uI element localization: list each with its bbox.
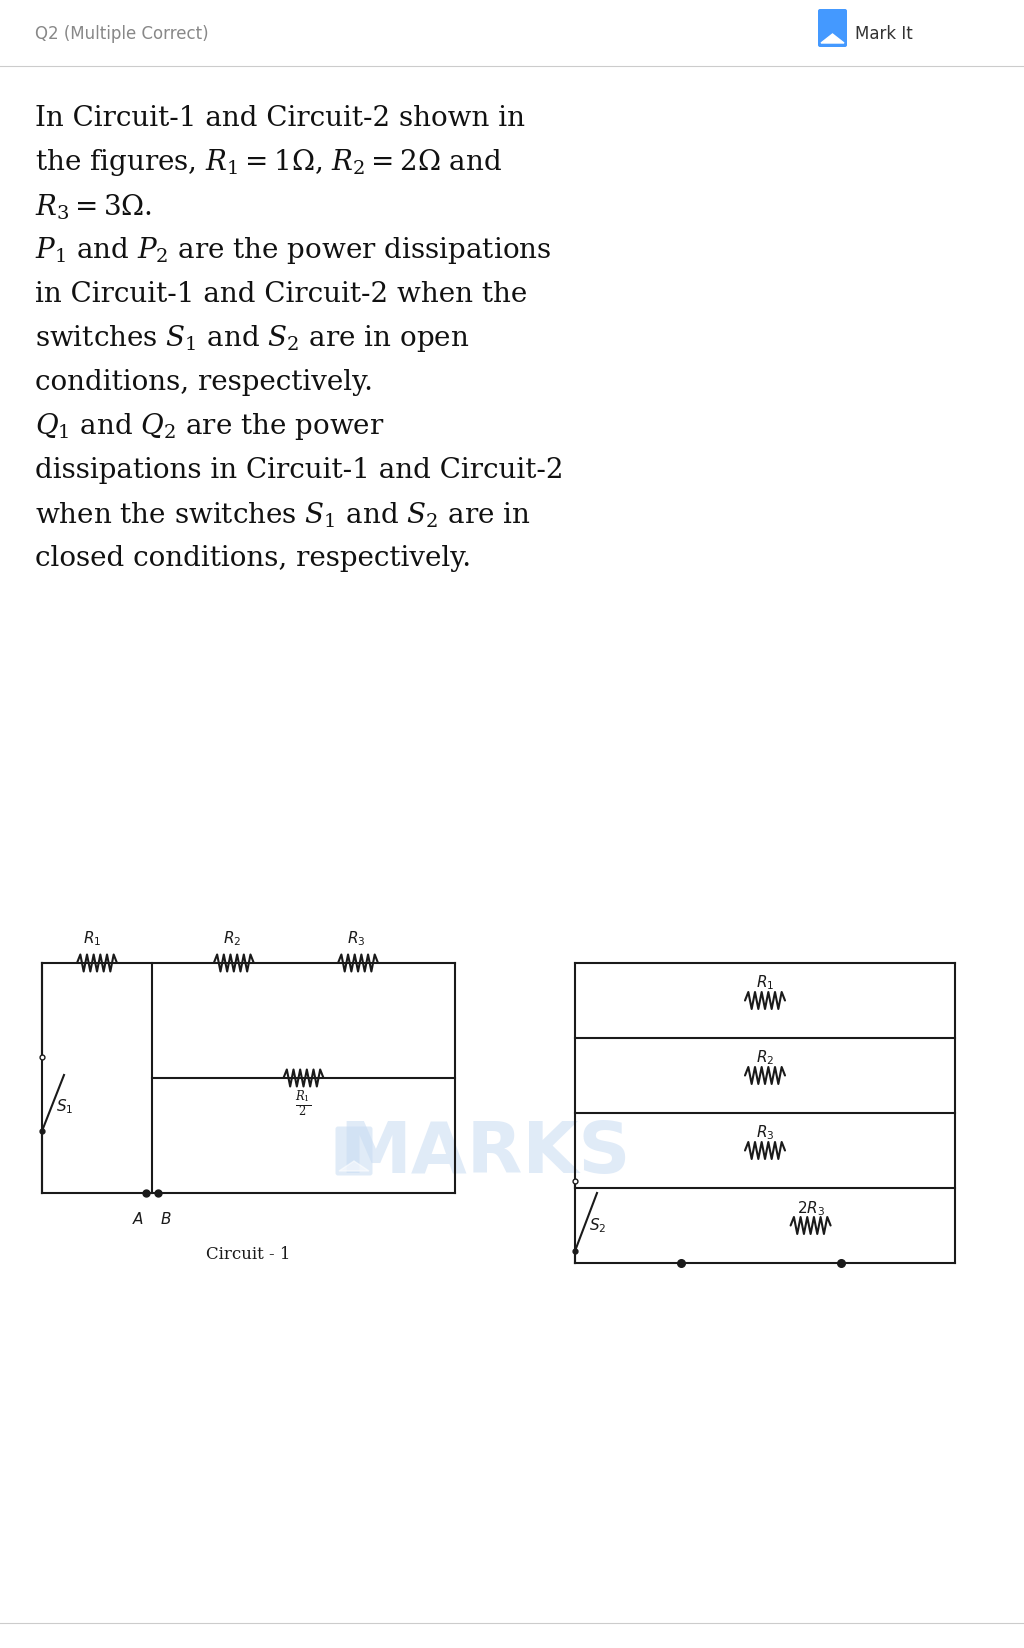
Text: Q2 (Multiple Correct): Q2 (Multiple Correct) [35, 25, 209, 43]
Text: $R_3 = 3\Omega$.: $R_3 = 3\Omega$. [35, 193, 153, 221]
Text: In Circuit-1 and Circuit-2 shown in: In Circuit-1 and Circuit-2 shown in [35, 105, 525, 132]
Text: $S_2$: $S_2$ [589, 1216, 606, 1234]
Text: Circuit - 1: Circuit - 1 [206, 1246, 291, 1262]
Text: Mark It: Mark It [855, 25, 912, 43]
Text: $P_1$ and $P_2$ are the power dissipations: $P_1$ and $P_2$ are the power dissipatio… [35, 236, 551, 267]
Text: $Q_1$ and $Q_2$ are the power: $Q_1$ and $Q_2$ are the power [35, 412, 385, 442]
Text: $R_3$: $R_3$ [347, 929, 366, 948]
Text: $R_2$: $R_2$ [222, 929, 241, 948]
Text: $2R_3$: $2R_3$ [797, 1198, 824, 1216]
Text: $R_2$: $R_2$ [756, 1048, 774, 1066]
FancyBboxPatch shape [336, 1127, 373, 1175]
Text: MARKS: MARKS [339, 1119, 631, 1188]
Text: in Circuit-1 and Circuit-2 when the: in Circuit-1 and Circuit-2 when the [35, 282, 527, 308]
Polygon shape [339, 1162, 369, 1172]
Text: $R_1$: $R_1$ [756, 974, 774, 992]
Text: the figures, $R_1 = 1\Omega$, $R_2 = 2\Omega$ and: the figures, $R_1 = 1\Omega$, $R_2 = 2\O… [35, 147, 503, 178]
Text: switches $S_1$ and $S_2$ are in open: switches $S_1$ and $S_2$ are in open [35, 323, 469, 354]
Text: $R_3$: $R_3$ [756, 1124, 774, 1142]
Polygon shape [821, 35, 844, 44]
Text: when the switches $S_1$ and $S_2$ are in: when the switches $S_1$ and $S_2$ are in [35, 499, 530, 529]
Text: dissipations in Circuit-1 and Circuit-2: dissipations in Circuit-1 and Circuit-2 [35, 456, 563, 485]
Text: $\frac{R_1}{2}$: $\frac{R_1}{2}$ [295, 1088, 311, 1119]
Text: $R_1$: $R_1$ [83, 929, 101, 948]
Text: $B$: $B$ [160, 1210, 172, 1226]
FancyBboxPatch shape [818, 10, 847, 48]
Text: $A$: $A$ [132, 1210, 144, 1226]
Text: closed conditions, respectively.: closed conditions, respectively. [35, 545, 471, 572]
Text: conditions, respectively.: conditions, respectively. [35, 369, 373, 396]
Text: $S_1$: $S_1$ [56, 1098, 74, 1116]
